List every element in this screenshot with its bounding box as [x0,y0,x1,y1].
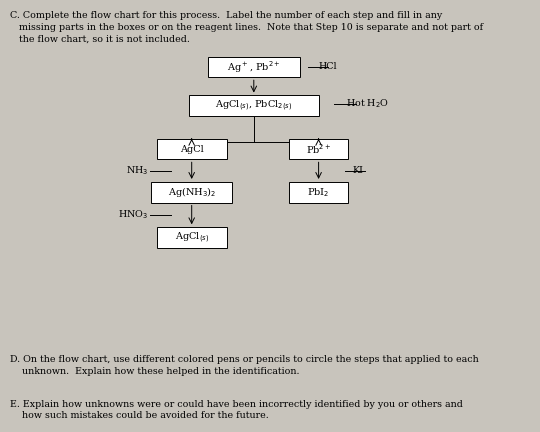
Text: HNO$_3$: HNO$_3$ [118,209,149,221]
FancyBboxPatch shape [151,182,232,203]
Text: HCl: HCl [319,63,337,71]
Text: D. On the flow chart, use different colored pens or pencils to circle the steps : D. On the flow chart, use different colo… [10,355,478,376]
FancyBboxPatch shape [189,95,319,116]
Text: Hot H$_2$O: Hot H$_2$O [346,98,389,110]
Text: Pb$^{2+}$: Pb$^{2+}$ [306,142,332,156]
Text: NH$_3$: NH$_3$ [126,165,149,177]
FancyBboxPatch shape [157,227,227,248]
Text: Ag(NH$_3$)$_2$: Ag(NH$_3$)$_2$ [167,185,216,199]
Text: AgCl: AgCl [180,145,204,153]
Text: Ag$^+$, Pb$^{2+}$: Ag$^+$, Pb$^{2+}$ [227,59,281,75]
FancyBboxPatch shape [157,139,227,159]
FancyBboxPatch shape [289,182,348,203]
FancyBboxPatch shape [289,139,348,159]
Text: PbI$_2$: PbI$_2$ [307,186,330,199]
FancyBboxPatch shape [208,57,300,77]
Text: KI: KI [352,166,363,175]
Text: AgCl$_{(s)}$, PbCl$_{2(s)}$: AgCl$_{(s)}$, PbCl$_{2(s)}$ [215,98,293,113]
Text: AgCl$_{(s)}$: AgCl$_{(s)}$ [174,230,209,245]
Text: C. Complete the flow chart for this process.  Label the number of each step and : C. Complete the flow chart for this proc… [10,11,483,43]
Text: E. Explain how unknowns were or could have been incorrectly identified by you or: E. Explain how unknowns were or could ha… [10,400,463,420]
